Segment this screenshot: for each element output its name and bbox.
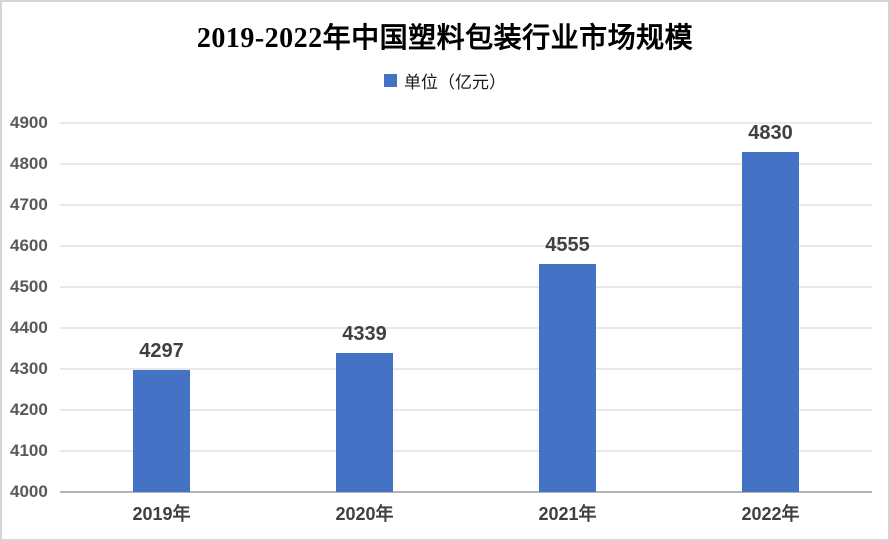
y-tick-label: 4100	[10, 441, 48, 460]
y-tick-label: 4500	[10, 277, 48, 296]
bar	[539, 264, 596, 492]
legend: 单位（亿元）	[2, 68, 888, 93]
x-category-label: 2021年	[538, 504, 597, 524]
y-tick-label: 4300	[10, 359, 48, 378]
y-tick-label: 4000	[10, 482, 48, 501]
gridline	[60, 204, 872, 206]
y-tick-label: 4700	[10, 195, 48, 214]
gridline	[60, 450, 872, 452]
x-axis-line	[60, 491, 872, 493]
gridline	[60, 368, 872, 370]
gridline	[60, 245, 872, 247]
chart-title: 2019-2022年中国塑料包装行业市场规模	[196, 23, 694, 54]
gridline	[60, 163, 872, 165]
bar-value-label: 4339	[342, 323, 387, 345]
y-tick-label: 4400	[10, 318, 48, 337]
y-tick-label: 4900	[10, 113, 48, 132]
bar-value-label: 4555	[545, 234, 590, 257]
bar	[742, 151, 799, 492]
gridline	[60, 409, 872, 411]
bar-value-label: 4297	[139, 340, 184, 363]
bar	[133, 370, 190, 492]
bar-value-label: 4830	[748, 121, 793, 144]
gridline	[60, 327, 872, 329]
x-category-label: 2019年	[132, 504, 191, 524]
gridline	[60, 286, 872, 288]
x-category-label: 2020年	[335, 504, 394, 524]
bar	[336, 353, 393, 492]
y-tick-label: 4600	[10, 236, 48, 255]
gridline	[60, 122, 872, 124]
legend-swatch-icon	[384, 74, 397, 87]
legend-label: 单位（亿元）	[404, 73, 506, 92]
y-tick-label: 4200	[10, 400, 48, 419]
x-category-label: 2022年	[741, 504, 800, 524]
y-tick-label: 4800	[10, 154, 48, 173]
